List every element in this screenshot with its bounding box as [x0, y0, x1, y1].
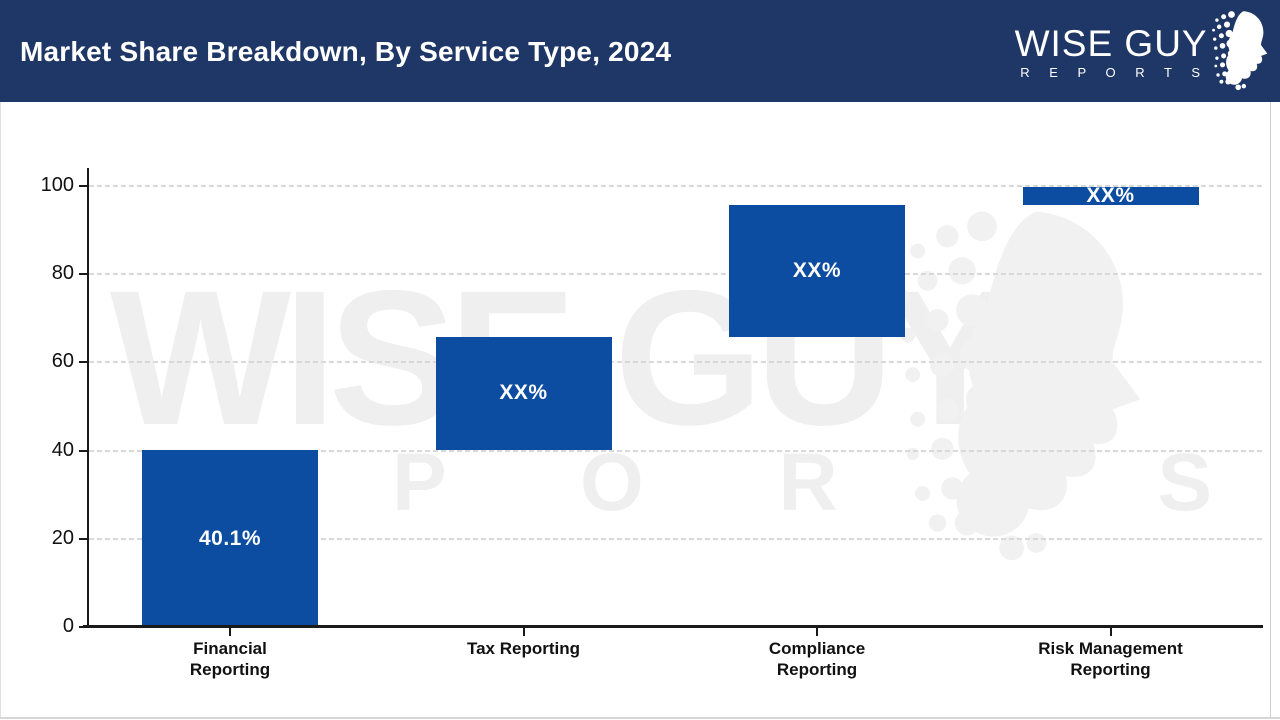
bar-value-label-3: XX%: [1086, 184, 1135, 208]
y-axis-spine: [87, 168, 89, 627]
wiseguy-face-icon: [1212, 11, 1268, 91]
frame-edge-left: [0, 102, 1, 718]
y-tick-0: [79, 626, 87, 628]
y-tick-label-40: 40: [51, 438, 74, 461]
y-tick-60: [79, 361, 87, 364]
category-label-2: Compliance Reporting: [768, 639, 866, 679]
logo-subtitle: R E P O R T S: [1020, 65, 1208, 80]
bar-value-label-0: 40.1%: [198, 526, 262, 550]
bar-value-label-2: XX%: [792, 259, 842, 283]
y-tick-40: [79, 449, 87, 452]
y-tick-100: [79, 185, 87, 187]
x-tick-0: [229, 628, 231, 636]
gridline-60: [89, 361, 1262, 364]
frame-edge-bottom: [0, 717, 1280, 719]
x-axis-spine: [83, 625, 1263, 628]
bar-value-label-1: XX%: [499, 381, 548, 405]
y-tick-label-20: 20: [51, 526, 74, 549]
gridline-80: [89, 273, 1262, 276]
x-tick-3: [1109, 628, 1112, 636]
x-tick-2: [816, 628, 818, 636]
gridline-20: [89, 537, 1262, 540]
wiseguy-logo: WISE GUY R E P O R T S: [1014, 6, 1272, 98]
x-tick-1: [522, 628, 525, 636]
watermark-face-icon: [896, 211, 1141, 561]
frame-edge-right: [1270, 102, 1271, 718]
bar-1: XX%: [435, 336, 612, 451]
category-label-1: Tax Reporting: [466, 639, 581, 658]
category-label-3: Risk Management Reporting: [1038, 639, 1183, 679]
logo-wordmark: WISE GUY: [1014, 23, 1208, 64]
bar-0: 40.1%: [142, 450, 318, 627]
y-tick-label-60: 60: [51, 350, 74, 373]
header-bar: Market Share Breakdown, By Service Type,…: [0, 0, 1280, 102]
page-title: Market Share Breakdown, By Service Type,…: [20, 36, 672, 67]
y-tick-80: [79, 273, 87, 276]
bar-3: XX%: [1022, 184, 1199, 208]
category-label-0: Financial Reporting: [189, 639, 271, 679]
y-tick-20: [79, 537, 87, 540]
bar-2: XX%: [729, 205, 905, 337]
y-tick-label-0: 0: [62, 615, 74, 637]
y-tick-label-80: 80: [51, 262, 74, 285]
y-tick-label-100: 100: [40, 174, 74, 196]
gridline-100: [89, 185, 1262, 187]
gridline-40: [89, 449, 1262, 452]
